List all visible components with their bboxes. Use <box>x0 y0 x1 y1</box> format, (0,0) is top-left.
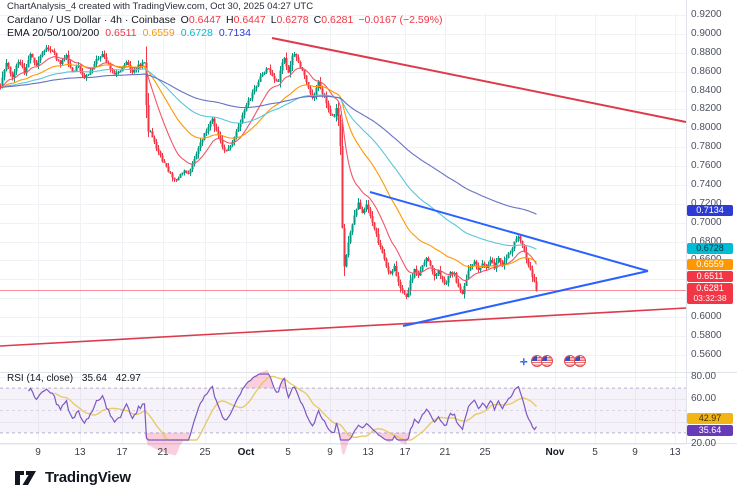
price-scale-label: 0.9200 <box>691 9 722 21</box>
time-axis-label: 17 <box>399 447 411 458</box>
badge-price: 0.6728 <box>696 242 724 253</box>
price-scale-label: 0.8600 <box>691 65 722 77</box>
price-scale-label: 0.8000 <box>691 122 722 134</box>
pane-borders <box>0 0 737 444</box>
ascending-trendline[interactable] <box>0 307 687 347</box>
price-scale-label: 0.7800 <box>691 141 722 153</box>
indicator-price-badge: 0.7134 <box>687 204 733 216</box>
ema-values: 0.6511 0.6559 0.6728 0.7134 <box>99 27 251 39</box>
indicator-price-badge: 0.6559 <box>687 258 733 270</box>
time-axis-label: 13 <box>362 447 374 458</box>
ema-100-value: 0.6728 <box>180 27 213 39</box>
price-scale-label: 0.6000 <box>691 310 722 322</box>
descending-trendline[interactable] <box>271 37 687 123</box>
price-scale-label: 0.5600 <box>691 348 722 360</box>
time-axis-label: 9 <box>632 447 638 458</box>
triangle-upper-line[interactable] <box>369 191 649 272</box>
ohlc-key: L <box>270 14 277 26</box>
price-scale-label: 0.7400 <box>691 178 722 190</box>
ohlc-value: 0.6447 <box>233 14 266 26</box>
time-axis-label: 5 <box>592 447 598 458</box>
indicator-price-badge: 0.6511 <box>687 270 733 282</box>
badge-price: 0.7134 <box>696 204 724 215</box>
symbol-title: Cardano / US Dollar · 4h · Coinbase <box>7 14 176 26</box>
ohlc-key: H <box>225 14 234 26</box>
indicator-price-badge: 0.6728 <box>687 242 733 254</box>
rsi-value: 35.64 <box>81 373 107 384</box>
ema-50-value: 0.6559 <box>142 27 175 39</box>
price-scale-label: 0.8400 <box>691 84 722 96</box>
price-scale-label: 0.7600 <box>691 160 722 172</box>
rsi-scale-label: 80.00 <box>691 371 717 382</box>
ohlc-key: C <box>313 14 322 26</box>
ema-legend[interactable]: EMA 20/50/100/200 0.6511 0.6559 0.6728 0.713… <box>7 27 251 39</box>
ohlc-value: 0.6281 <box>321 14 354 26</box>
change-value: −0.0167 (−2.59%) <box>358 14 443 26</box>
ema-50-line[interactable] <box>0 63 537 268</box>
time-axis-label: 25 <box>479 447 491 458</box>
ema-20-line[interactable] <box>0 56 537 282</box>
ema-100-line[interactable] <box>0 68 537 250</box>
attribution-text: ChartAnalysis_4 created with TradingView… <box>7 1 314 12</box>
economic-event-flags[interactable] <box>531 355 553 367</box>
ema-200-line[interactable] <box>0 73 537 215</box>
tradingview-logo-icon <box>15 471 36 485</box>
time-axis-label: Oct <box>237 447 255 458</box>
time-axis-label: 5 <box>285 447 291 458</box>
time-axis-label: 9 <box>327 447 333 458</box>
rsi-ma-value: 42.97 <box>115 373 141 384</box>
rsi-value-badge: 42.97 <box>687 412 733 424</box>
ohlc-value: 0.6447 <box>188 14 221 26</box>
ema-label: EMA 20/50/100/200 <box>7 27 100 39</box>
rsi-label: RSI (14, close) <box>7 373 74 384</box>
us-flag-icon <box>574 355 586 367</box>
rsi-line[interactable] <box>28 373 537 441</box>
badge-price: 0.6511 <box>696 270 724 281</box>
symbol-legend[interactable]: Cardano / US Dollar · 4h · Coinbase O0.64… <box>7 14 442 26</box>
tradingview-logo[interactable]: TradingView <box>14 468 131 487</box>
ohlc-values: O0.6447 H0.6447 L0.6278 C0.6281 <box>176 14 354 26</box>
cursor-marker: ✛ <box>520 357 528 367</box>
candles-layer[interactable] <box>0 45 538 299</box>
time-axis-label: 13 <box>74 447 86 458</box>
us-flag-icon <box>541 355 553 367</box>
triangle-lower-line[interactable] <box>402 270 649 327</box>
price-scale-label: 0.7200 <box>691 197 722 209</box>
price-scale-label: 0.6800 <box>691 235 722 247</box>
price-scale-label: 0.8200 <box>691 103 722 115</box>
badge-price: 0.6559 <box>696 258 724 269</box>
price-scale-label: 0.7000 <box>691 216 722 228</box>
economic-event-flags[interactable] <box>564 355 586 367</box>
ema-20-value: 0.6511 <box>105 27 137 39</box>
time-axis-label: 21 <box>439 447 451 458</box>
current-price-badge: 0.6281 03:32:38 <box>687 282 733 304</box>
ohlc-key: O <box>180 14 189 26</box>
rsi-value-badge: 35.64 <box>687 424 733 436</box>
time-axis-label: 13 <box>669 447 681 458</box>
rsi-scale-label: 20.00 <box>691 438 717 450</box>
ema-200-value: 0.7134 <box>218 27 251 39</box>
tradingview-logo-text: TradingView <box>45 469 131 486</box>
price-scale-label: 0.8800 <box>691 46 722 58</box>
rsi-extreme-fill <box>28 370 536 389</box>
badge-price: 0.6281 <box>696 282 724 293</box>
time-axis-label: Nov <box>545 447 565 458</box>
price-scale-label: 0.9000 <box>691 28 722 39</box>
rsi-legend[interactable]: RSI (14, close) 35.64 42.97 <box>7 373 141 384</box>
time-axis-label: 9 <box>35 447 41 458</box>
rsi-extreme-fill <box>28 432 536 456</box>
time-axis-label: 17 <box>116 447 128 458</box>
rsi-scale-label: 60.00 <box>691 393 717 405</box>
candle-countdown: 03:32:38 <box>693 292 727 303</box>
time-axis-label: 21 <box>157 447 169 458</box>
time-axis-label: 25 <box>199 447 211 458</box>
price-scale-label: 0.5800 <box>691 329 722 341</box>
ohlc-value: 0.6278 <box>276 14 309 26</box>
